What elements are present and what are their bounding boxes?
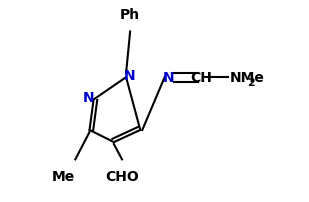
Text: NMe: NMe: [230, 71, 265, 85]
Text: CHO: CHO: [105, 169, 139, 183]
Text: N: N: [83, 91, 94, 105]
Text: Ph: Ph: [120, 8, 140, 22]
Text: 2: 2: [247, 78, 255, 88]
Text: N: N: [163, 71, 175, 85]
Text: N: N: [124, 69, 136, 83]
Text: Me: Me: [52, 169, 75, 183]
Text: CH: CH: [190, 71, 212, 85]
